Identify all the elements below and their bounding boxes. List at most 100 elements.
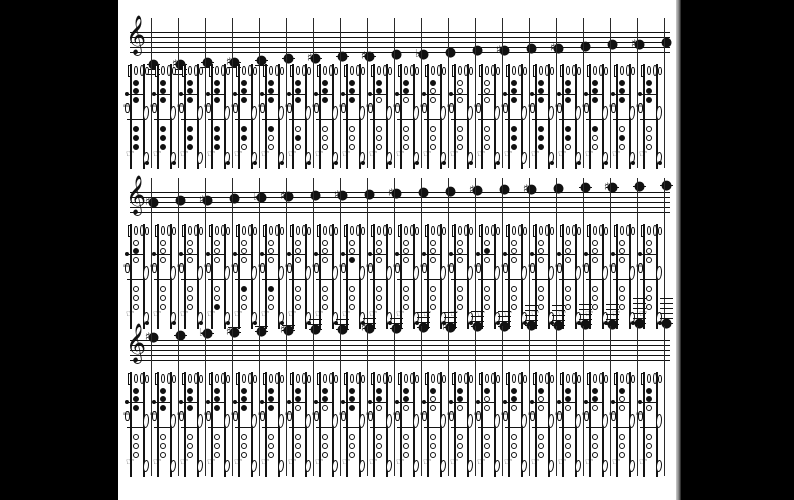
fingering-G#4[interactable]: 000 ☞	[339, 18, 368, 169]
note-B4[interactable]: ●	[443, 46, 458, 59]
note-A7[interactable]: ♯●	[280, 324, 296, 337]
note-G4[interactable]: ●	[335, 50, 350, 63]
note-D8[interactable]: ●	[416, 312, 431, 334]
fingering-B5[interactable]: 000 ☞	[204, 178, 233, 329]
fingering-A#4[interactable]: 000 ☞	[393, 18, 422, 169]
fingering-D#5[interactable]: 000 ☞	[528, 18, 557, 169]
note-G7[interactable]: ♯●	[226, 326, 242, 339]
fingering-A8[interactable]: 000 ☞	[582, 326, 611, 477]
note-A#8[interactable]: ●	[632, 298, 647, 330]
note-D#5[interactable]: ♯ ●	[550, 42, 566, 55]
fingering-C6[interactable]: 000 ☞	[231, 178, 260, 329]
fingering-E4[interactable]: 000 ☞	[231, 18, 260, 169]
note-G#6[interactable]: ♯ ●	[469, 184, 485, 197]
fingering-G7[interactable]: 000 ☞	[204, 326, 233, 477]
note-D#6[interactable]: ♯ ●	[334, 189, 350, 202]
fingering-D#7[interactable]: 000 ☞	[636, 178, 665, 329]
fingering-B8[interactable]: 000 ☞	[636, 326, 665, 477]
fingering-F#5[interactable]: 000 ☞	[609, 18, 638, 169]
fingering-B7[interactable]: 000 ☞	[312, 326, 341, 477]
note-B6[interactable]: ●	[551, 182, 566, 195]
fingering-G#5[interactable]: 000 ☞	[123, 178, 152, 329]
note-A8[interactable]: ●	[605, 304, 620, 331]
fingering-F7[interactable]: 000 ☞	[150, 326, 179, 477]
note-E4[interactable]: ●	[254, 54, 269, 67]
note-B5[interactable]: ●	[227, 192, 242, 205]
fingering-E5[interactable]: 000 ☞	[555, 18, 584, 169]
fingering-B6[interactable]: 000☞	[528, 178, 557, 329]
fingering-A6[interactable]: 000 ☞	[474, 178, 503, 329]
note-G6[interactable]: ●	[443, 185, 458, 198]
fingering-D4[interactable]: 000 ☞	[177, 18, 206, 169]
note-F6[interactable]: ♯ ●	[388, 187, 404, 200]
fingering-F#4[interactable]: 000 ☞	[285, 18, 314, 169]
note-A#6[interactable]: ♯ ●	[523, 183, 539, 196]
note-F#4[interactable]: ♯●	[307, 52, 323, 65]
fingering-G4[interactable]: 000 ☞	[312, 18, 341, 169]
note-F#5[interactable]: ♯ ●	[631, 38, 647, 51]
fingering-A4[interactable]: 000 ☞	[366, 18, 395, 169]
note-G8[interactable]: ●	[551, 305, 566, 332]
fingering-A#6[interactable]: 000 ☞	[501, 178, 530, 329]
fingering-F4[interactable]: 000 ☞	[258, 18, 287, 169]
fingering-A7[interactable]: 000 ☞	[258, 326, 287, 477]
note-E8[interactable]: ●	[470, 311, 485, 333]
fingering-C7[interactable]: 000☞	[555, 178, 584, 329]
note-G#7[interactable]: ●	[254, 325, 269, 338]
fingering-A#8[interactable]: 000 ☞	[609, 326, 638, 477]
fingering-C#4[interactable]: 000 ☞	[150, 18, 179, 169]
note-B7[interactable]: ●	[335, 319, 350, 336]
note-D#7[interactable]: ●	[659, 179, 674, 192]
note-E7[interactable]: ♯ ●	[145, 331, 161, 344]
fingering-A#7[interactable]: 000 ☞	[285, 326, 314, 477]
fingering-G8[interactable]: 000 ☞	[528, 326, 557, 477]
fingering-G#7[interactable]: 000 ☞	[231, 326, 260, 477]
fingering-F5[interactable]: 000 ☞	[582, 18, 611, 169]
fingering-A#5[interactable]: 000 ☞	[177, 178, 206, 329]
fingering-D#8[interactable]: 000 ☞	[420, 326, 449, 477]
fingering-F#8[interactable]: 000 ☞	[501, 326, 530, 477]
note-F#8[interactable]: ●	[524, 305, 539, 332]
fingering-G5[interactable]: 000 ☞	[636, 18, 665, 169]
fingering-D#6[interactable]: 000 ☞	[312, 178, 341, 329]
note-E5[interactable]: ●	[578, 40, 593, 53]
note-G#4[interactable]: ♯●	[361, 50, 377, 63]
fingering-G6[interactable]: 000 ☞	[420, 178, 449, 329]
fingering-A5[interactable]: 000 ☞	[150, 178, 179, 329]
note-C4[interactable]: ●	[146, 58, 161, 75]
note-G#5[interactable]: ♯ ●	[145, 196, 161, 209]
fingering-G#6[interactable]: 000 ☞	[447, 178, 476, 329]
fingering-C#8[interactable]: 000 ☞	[366, 326, 395, 477]
note-A6[interactable]: ●	[497, 183, 512, 196]
fingering-C8[interactable]: 000 ☞	[339, 326, 368, 477]
note-G#8[interactable]: ●	[578, 304, 593, 331]
fingering-E8[interactable]: 000 ☞	[447, 326, 476, 477]
fingering-E6[interactable]: 000 ☞	[339, 178, 368, 329]
note-A#7[interactable]: ●	[308, 319, 323, 336]
note-D6[interactable]: ●	[308, 189, 323, 202]
note-A5[interactable]: ●	[173, 194, 188, 207]
note-A4[interactable]: ●	[389, 48, 404, 61]
fingering-D5[interactable]: 000 ☞	[501, 18, 530, 169]
note-C#7[interactable]: ♯●	[604, 181, 620, 194]
note-F4[interactable]: ●	[281, 52, 296, 65]
fingering-B4[interactable]: 000 ☞	[420, 18, 449, 169]
fingering-E7[interactable]: 000 ☞	[123, 326, 152, 477]
note-F5[interactable]: ●	[605, 38, 620, 51]
note-F#7[interactable]: ♭●	[199, 327, 215, 340]
note-D7[interactable]: ●	[632, 180, 647, 193]
note-D#8[interactable]: ♯●	[442, 312, 458, 334]
note-C6[interactable]: ♭ ●	[253, 191, 269, 204]
fingering-C4[interactable]: 000 ☞	[123, 18, 152, 169]
note-F#6[interactable]: ●	[416, 186, 431, 199]
note-C#6[interactable]: ♯ ●	[280, 190, 296, 203]
note-C#5[interactable]: ♯ ●	[496, 44, 512, 57]
fingering-D#4[interactable]: 000 ☞	[204, 18, 233, 169]
note-A#5[interactable]: ♯ ●	[199, 194, 215, 207]
note-D4[interactable]: ●	[200, 56, 215, 69]
fingering-F6[interactable]: 000 ☞	[366, 178, 395, 329]
fingering-D7[interactable]: 000☞	[609, 178, 638, 329]
fingering-D6[interactable]: 000 ☞	[285, 178, 314, 329]
note-F8[interactable]: ●	[497, 311, 512, 333]
note-C#8[interactable]: ●	[389, 318, 404, 335]
